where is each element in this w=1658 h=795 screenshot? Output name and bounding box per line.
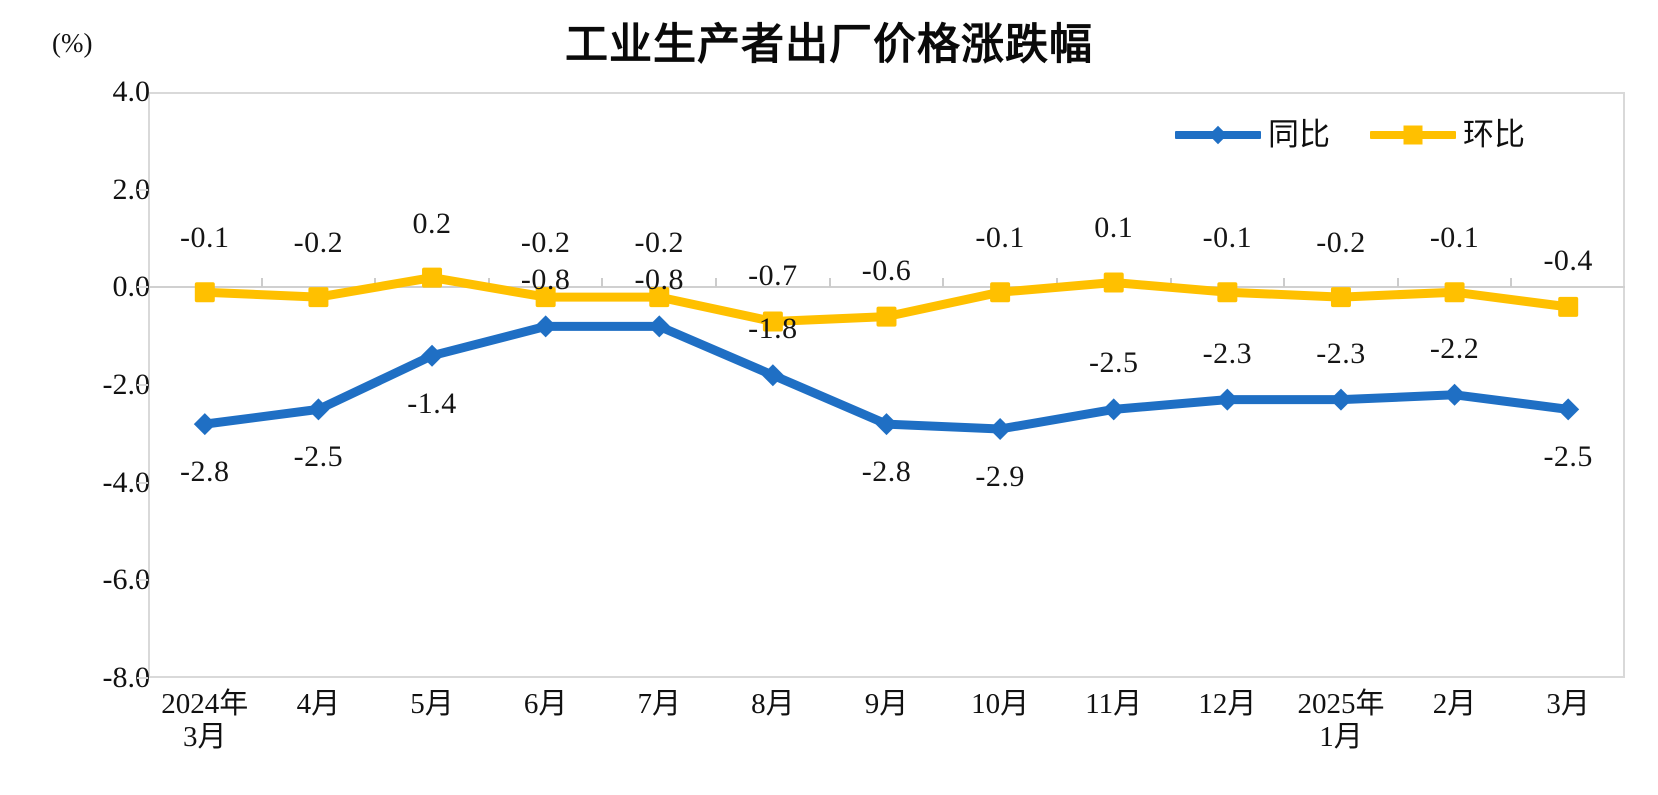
y-axis-tick-mark: [137, 677, 148, 679]
y-axis-tick-mark: [137, 286, 148, 289]
y-axis-unit-label: (%): [52, 28, 93, 58]
data-label-tongbi: -2.3: [1202, 336, 1253, 370]
plot-area: [148, 92, 1625, 678]
x-axis-category-label: 6月: [523, 688, 568, 720]
data-label-tongbi: -2.8: [180, 455, 230, 489]
data-label-tongbi: -2.2: [1429, 331, 1480, 365]
zero-baseline: [148, 286, 1625, 289]
data-label-huanbi: -0.2: [1316, 226, 1366, 260]
x-axis-category-label: 12月: [1198, 688, 1257, 720]
data-label-huanbi: -0.7: [748, 258, 798, 292]
y-axis-tick-label: -2.0: [102, 368, 151, 401]
x-axis-tick-mark: [1396, 278, 1399, 288]
x-axis-category-label: 5月: [410, 688, 454, 720]
x-axis-category-label: 2025年 1月: [1297, 688, 1385, 754]
legend-line-icon-huanbi: [1370, 125, 1456, 144]
data-label-huanbi: -0.2: [520, 226, 571, 260]
x-axis-tick-mark: [374, 278, 377, 288]
data-label-huanbi: -0.2: [293, 226, 344, 260]
data-label-huanbi: -0.1: [180, 221, 230, 255]
y-axis-tick-label: -6.0: [102, 563, 151, 597]
data-label-tongbi: -0.8: [634, 263, 685, 297]
chart-title: 工业生产者出厂价格涨跌幅: [565, 21, 1093, 69]
data-label-huanbi: -0.1: [975, 221, 1025, 255]
data-label-huanbi: -0.2: [634, 226, 685, 260]
y-axis-tick-label: 0.0: [112, 270, 151, 304]
legend-item-tongbi[interactable]: 同比: [1175, 119, 1330, 150]
data-label-huanbi: -0.4: [1543, 243, 1593, 277]
y-axis-tick-label: 2.0: [112, 172, 151, 206]
data-label-tongbi: -2.5: [293, 440, 344, 474]
x-axis-category-label: 10月: [971, 688, 1030, 720]
x-axis-tick-mark: [260, 278, 263, 288]
x-axis-category-label: 11月: [1085, 688, 1143, 720]
chart-legend: 同比 环比: [1175, 119, 1525, 150]
x-axis-category-label: 8月: [751, 688, 795, 720]
data-label-tongbi: -0.8: [520, 263, 571, 297]
x-axis-tick-mark: [487, 278, 490, 288]
data-label-huanbi: -0.1: [1429, 221, 1480, 255]
x-axis-tick-mark: [1055, 278, 1058, 288]
x-axis-category-label: 9月: [864, 688, 909, 720]
square-marker-icon: [1403, 125, 1423, 144]
x-axis-category-label: 3月: [1546, 688, 1590, 720]
x-axis-category-label: 2024年 3月: [161, 688, 249, 754]
x-axis-category-label: 4月: [296, 688, 341, 720]
y-axis-tick-label: -8.0: [102, 661, 151, 694]
legend-label-huanbi: 环比: [1463, 117, 1525, 152]
y-axis-tick-label: 4.0: [112, 75, 151, 108]
y-axis-tick-mark: [137, 384, 148, 386]
x-axis-tick-mark: [1283, 278, 1286, 288]
data-label-huanbi: 0.1: [1094, 211, 1134, 245]
x-axis-tick-mark: [942, 278, 945, 288]
data-label-tongbi: -2.5: [1088, 346, 1139, 380]
x-axis-tick-mark: [715, 278, 718, 288]
x-axis-tick-mark: [1510, 278, 1513, 288]
x-axis-tick-mark: [601, 278, 604, 288]
data-label-huanbi: -0.1: [1202, 221, 1253, 255]
y-axis-tick-label: -4.0: [102, 465, 151, 499]
data-label-tongbi: -1.8: [748, 312, 798, 346]
x-axis-tick-mark: [828, 278, 831, 288]
data-label-huanbi: -0.6: [861, 253, 912, 287]
data-label-tongbi: -2.9: [975, 459, 1025, 493]
x-axis-tick-mark: [1169, 278, 1172, 288]
legend-line-icon-tongbi: [1175, 125, 1261, 144]
y-axis-tick-mark: [137, 481, 148, 484]
diamond-marker-icon: [1208, 125, 1228, 144]
data-label-tongbi: -2.3: [1316, 336, 1366, 370]
y-axis-tick-mark: [137, 579, 148, 582]
data-label-tongbi: -1.4: [407, 386, 457, 420]
y-axis-tick-mark: [137, 188, 148, 191]
x-axis-category-label: 2月: [1432, 688, 1477, 720]
x-axis-category-label: 7月: [637, 688, 682, 720]
data-label-tongbi: -2.5: [1543, 440, 1593, 474]
data-label-huanbi: 0.2: [412, 206, 452, 240]
legend-item-huanbi[interactable]: 环比: [1370, 119, 1525, 150]
data-label-tongbi: -2.8: [861, 455, 912, 489]
legend-label-tongbi: 同比: [1268, 117, 1330, 152]
